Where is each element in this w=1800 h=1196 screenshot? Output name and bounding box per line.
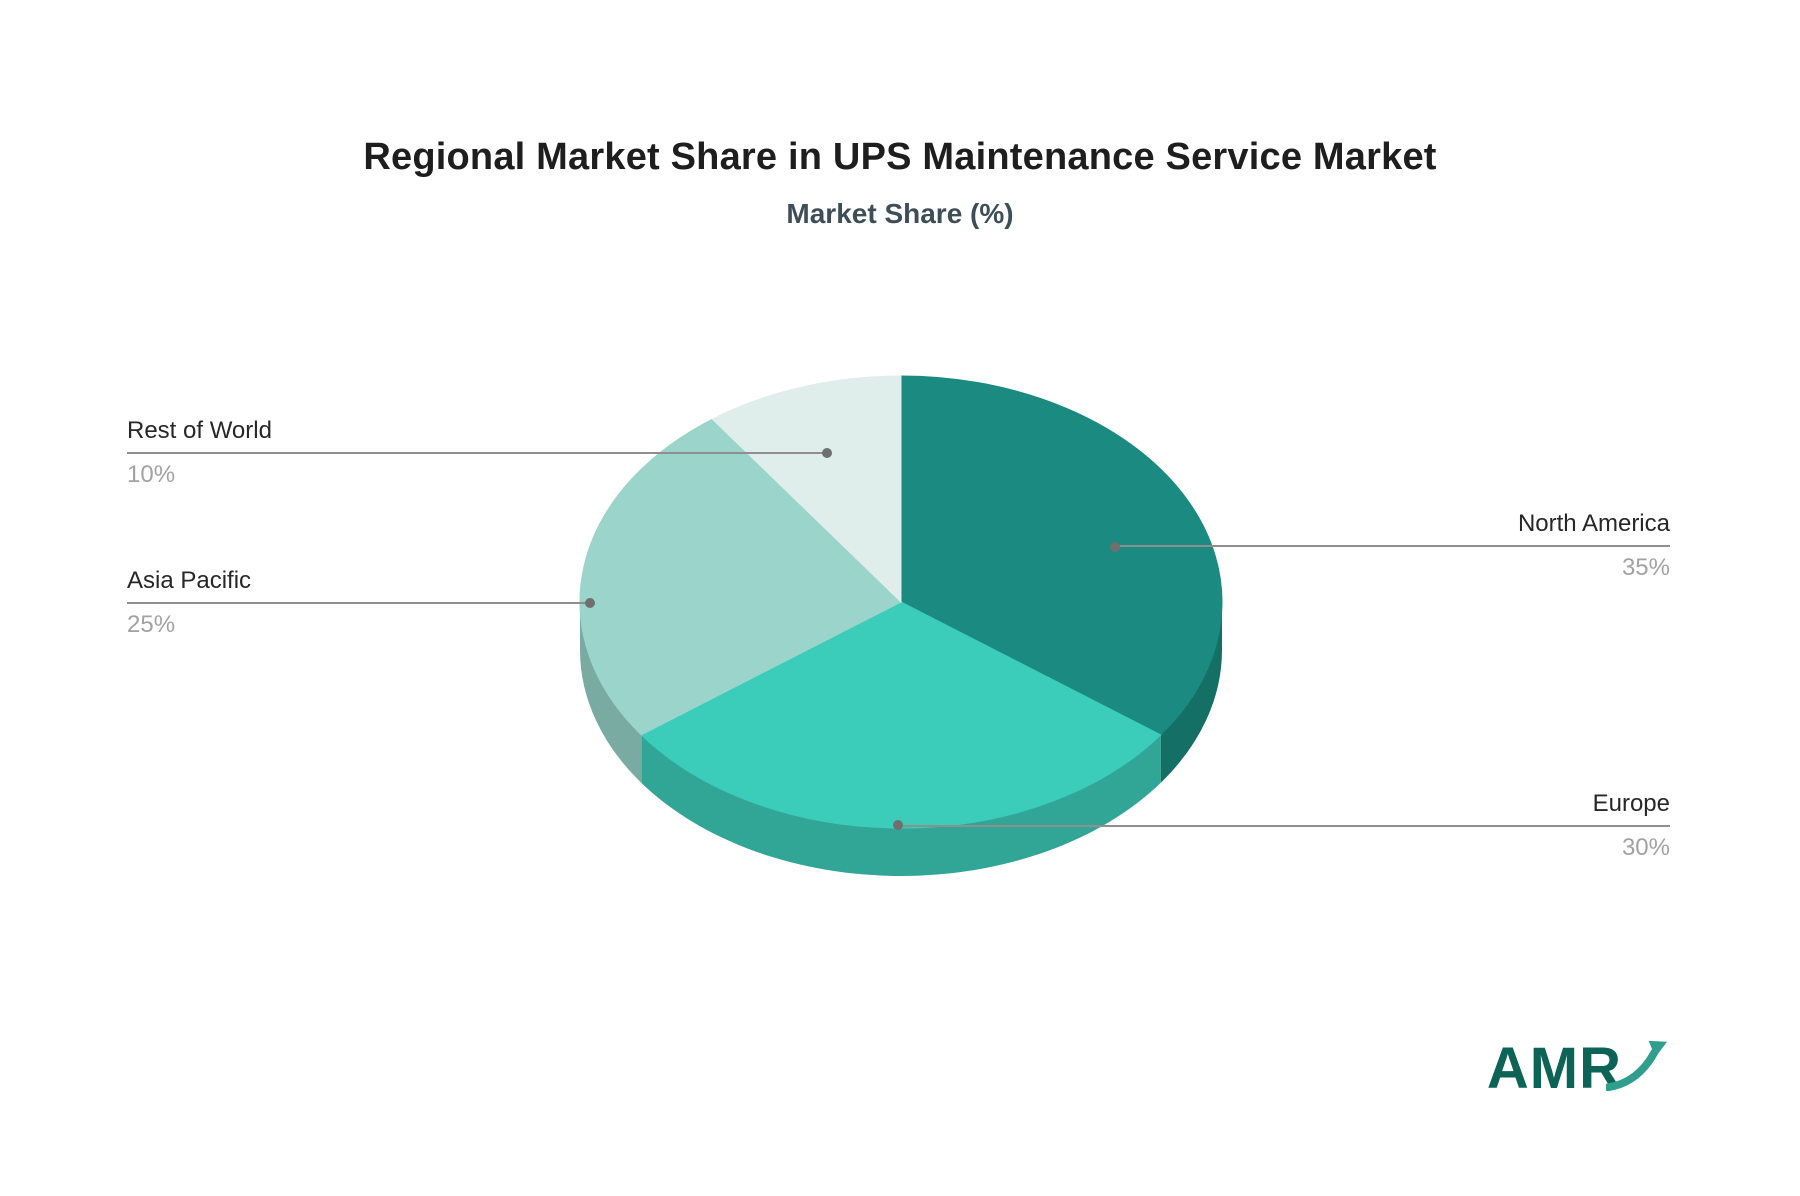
leader-dot-asia-pacific: [585, 598, 595, 608]
amr-logo-arrow-icon: [1606, 1040, 1668, 1092]
slice-label-europe: Europe: [1592, 790, 1670, 817]
slice-percent-europe: 30%: [1621, 834, 1670, 861]
pie-slice-asia-pacific[interactable]: [579, 418, 902, 736]
slice-percent-rest-of-world: 10%: [127, 461, 176, 488]
chart-subtitle: Market Share (%): [786, 198, 1014, 229]
leader-dot-north-america: [1110, 542, 1120, 552]
slice-percent-north-america: 35%: [1621, 554, 1670, 581]
pie-slice-side-asia-pacific: [580, 602, 642, 783]
slice-label-rest-of-world: Rest of World: [127, 417, 272, 444]
pie-slice-rest-of-world[interactable]: [711, 375, 902, 604]
slice-percent-asia-pacific: 25%: [127, 611, 176, 638]
slice-label-asia-pacific: Asia Pacific: [127, 567, 252, 594]
pie-slice-north-america[interactable]: [900, 375, 1223, 736]
amr-logo-text: AMR: [1486, 1036, 1622, 1101]
leader-dot-europe: [893, 820, 903, 830]
chart-title: Regional Market Share in UPS Maintenance…: [363, 136, 1437, 178]
slice-label-north-america: North America: [1517, 510, 1670, 537]
pie-slice-side-north-america: [1160, 602, 1222, 783]
amr-logo: AMR: [1487, 1038, 1668, 1098]
leader-dot-rest-of-world: [822, 448, 832, 458]
pie-slice-side-europe: [641, 734, 1161, 876]
